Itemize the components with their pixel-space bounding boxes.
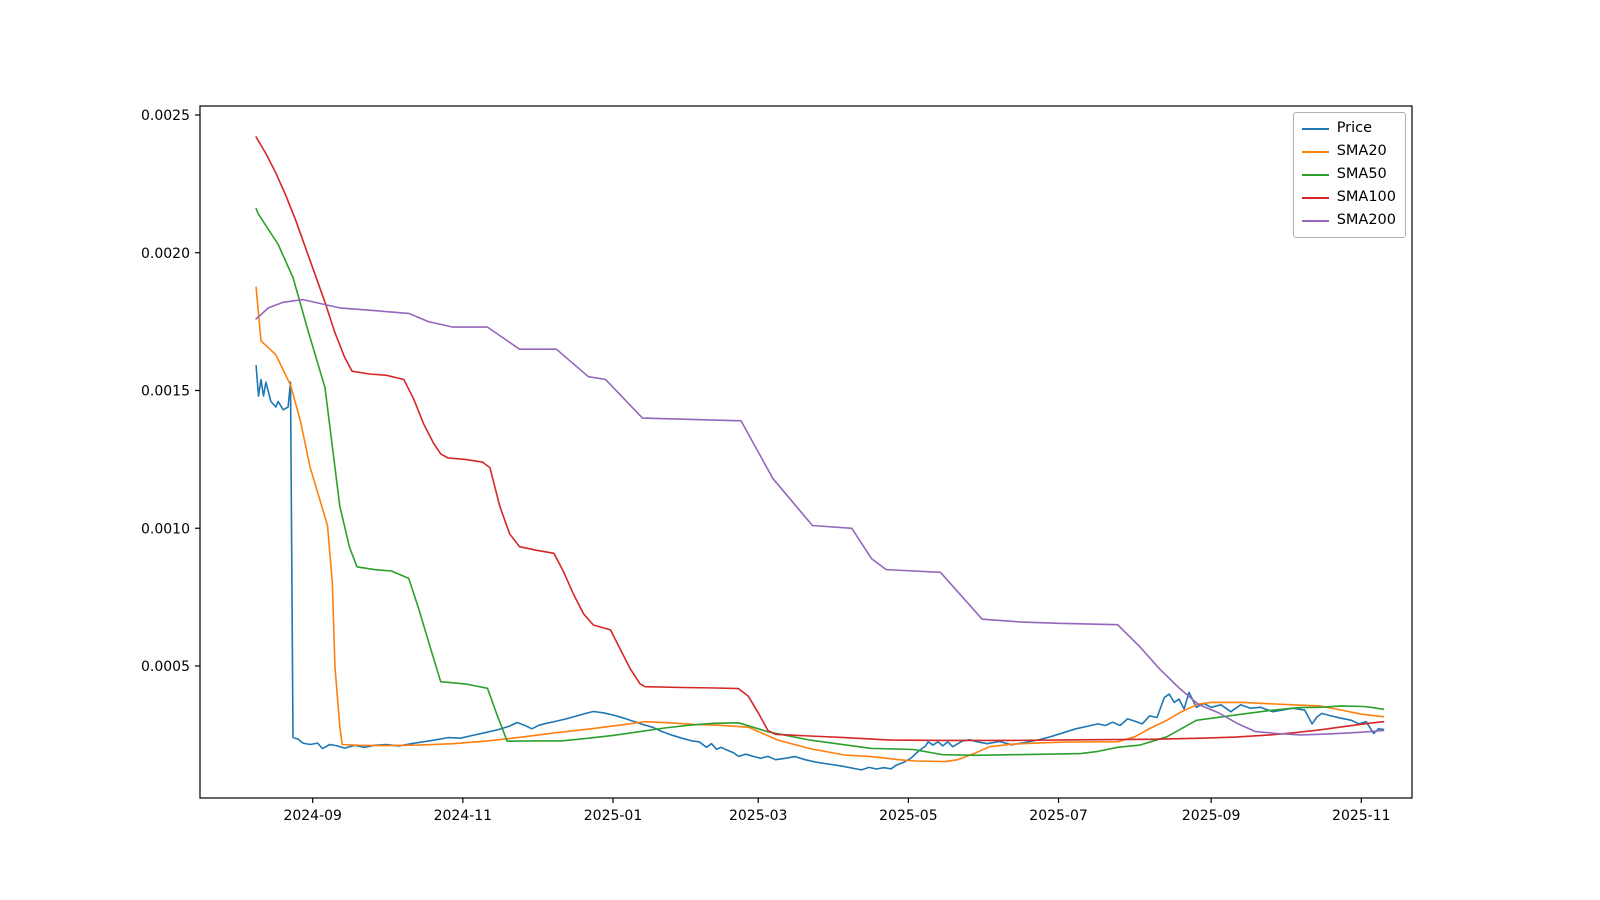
x-tick-label: 2025-01 (584, 808, 643, 824)
legend-item-price: Price (1301, 119, 1396, 138)
legend-label-sma100: SMA100 (1336, 189, 1396, 205)
legend-item-sma50: SMA50 (1301, 165, 1396, 184)
legend-line-sample-sma20 (1301, 150, 1329, 153)
x-tick-label: 2025-11 (1332, 808, 1391, 824)
x-tick-label: 2025-05 (879, 808, 938, 824)
x-tick-label: 2025-03 (729, 808, 788, 824)
y-tick-label: 0.0015 (141, 384, 190, 400)
x-tick-label: 2025-09 (1182, 808, 1241, 824)
plot-frame (199, 105, 1413, 799)
series-line-sma50 (255, 207, 1385, 757)
y-tick-label: 0.0020 (141, 246, 190, 262)
legend-item-sma100: SMA100 (1301, 188, 1396, 207)
legend-label-sma50: SMA50 (1336, 166, 1387, 182)
legend-line-sample-sma100 (1301, 196, 1329, 199)
legend-label-sma200: SMA200 (1336, 212, 1396, 228)
series-line-sma100 (255, 136, 1385, 742)
legend-label-price: Price (1336, 120, 1373, 136)
legend-item-sma200: SMA200 (1301, 211, 1396, 230)
x-tick-label: 2024-09 (283, 808, 342, 824)
series-line-sma20 (255, 286, 1385, 763)
legend: Price SMA20 SMA50 SMA100 SMA200 (1292, 112, 1406, 238)
y-tick-label: 0.0005 (141, 659, 190, 675)
x-tick-label: 2025-07 (1029, 808, 1088, 824)
y-tick-label: 0.0010 (141, 521, 190, 537)
legend-label-sma20: SMA20 (1336, 143, 1387, 159)
legend-line-sample-price (1301, 127, 1329, 130)
y-tick-label: 0.0025 (141, 108, 190, 124)
x-tick-label: 2024-11 (434, 808, 493, 824)
series-line-sma200 (255, 298, 1385, 736)
legend-line-sample-sma50 (1301, 173, 1329, 176)
legend-line-sample-sma200 (1301, 219, 1329, 222)
legend-item-sma20: SMA20 (1301, 142, 1396, 161)
